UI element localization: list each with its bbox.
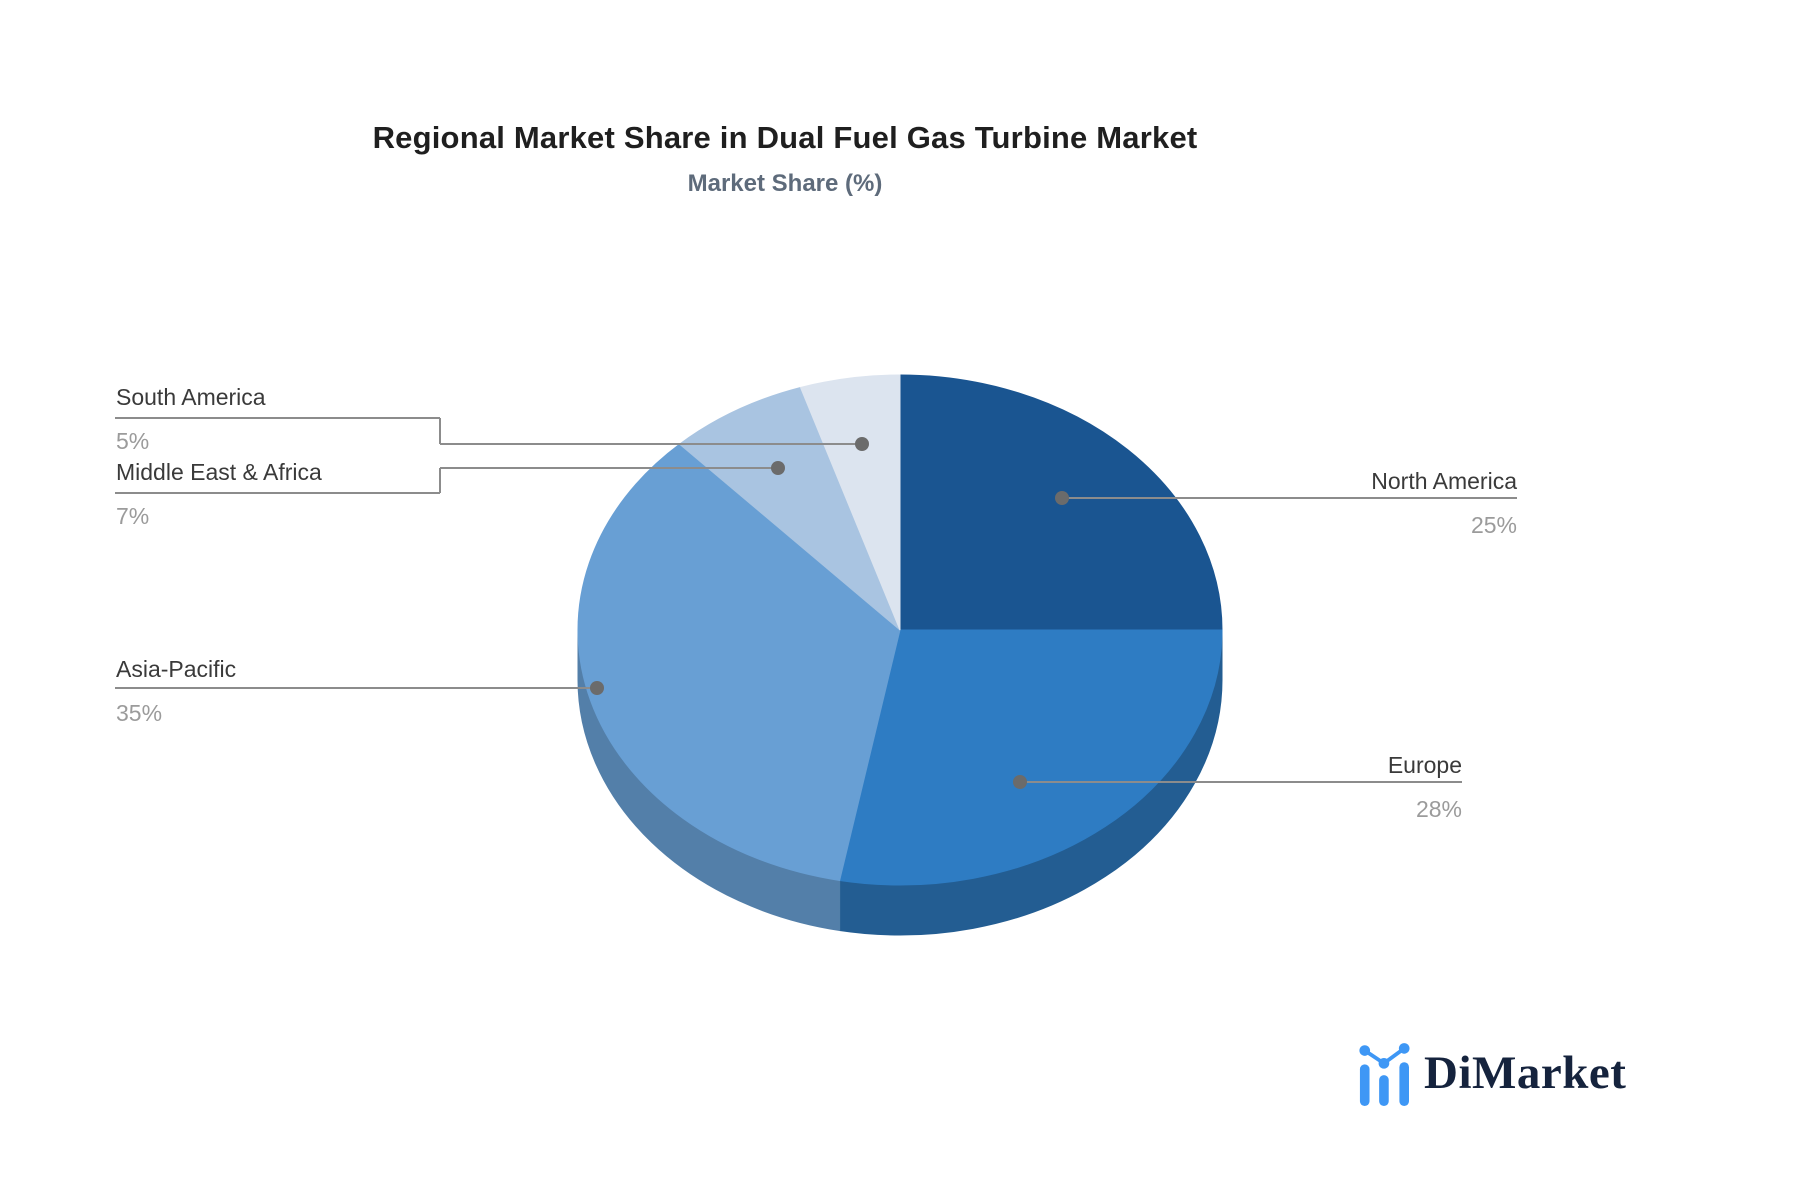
pie-slice-asia-pacific[interactable] bbox=[577, 443, 901, 882]
pie-slice-europe[interactable] bbox=[839, 629, 1223, 886]
slice-label: South America bbox=[116, 384, 266, 410]
slice-value: 25% bbox=[1470, 512, 1517, 538]
pie-slice-south-america[interactable] bbox=[799, 374, 901, 631]
callout-north-america: North America 25% bbox=[1117, 467, 1517, 539]
slice-value: 7% bbox=[116, 503, 150, 529]
pie-slice-middle-east-africa[interactable] bbox=[678, 386, 901, 631]
callout-europe: Europe 28% bbox=[1062, 751, 1462, 823]
chart-title: Regional Market Share in Dual Fuel Gas T… bbox=[372, 120, 1198, 155]
slice-label: North America bbox=[1371, 468, 1517, 494]
callout-south-america: South America 5% bbox=[116, 383, 606, 455]
slice-value: 28% bbox=[1415, 796, 1462, 822]
callout-dot bbox=[590, 681, 604, 695]
callout-asia-pacific: Asia-Pacific 35% bbox=[116, 655, 606, 727]
slice-label: Europe bbox=[1387, 752, 1462, 778]
slice-value: 35% bbox=[116, 700, 163, 726]
callout-dot bbox=[855, 437, 869, 451]
chart-subtitle: Market Share (%) bbox=[687, 170, 883, 197]
bar-line-chart-icon bbox=[1359, 1043, 1410, 1106]
brand-logo: DiMarket bbox=[1358, 1040, 1626, 1106]
callout-dot bbox=[771, 461, 785, 475]
slice-label: Asia-Pacific bbox=[116, 656, 237, 682]
callout-dot bbox=[1013, 775, 1027, 789]
brand-name: DiMarket bbox=[1424, 1047, 1627, 1099]
callout-middle-east-africa: Middle East & Africa 7% bbox=[116, 458, 606, 530]
callout-dot bbox=[1055, 491, 1069, 505]
slice-label: Middle East & Africa bbox=[116, 459, 322, 485]
slice-value: 5% bbox=[116, 428, 150, 454]
